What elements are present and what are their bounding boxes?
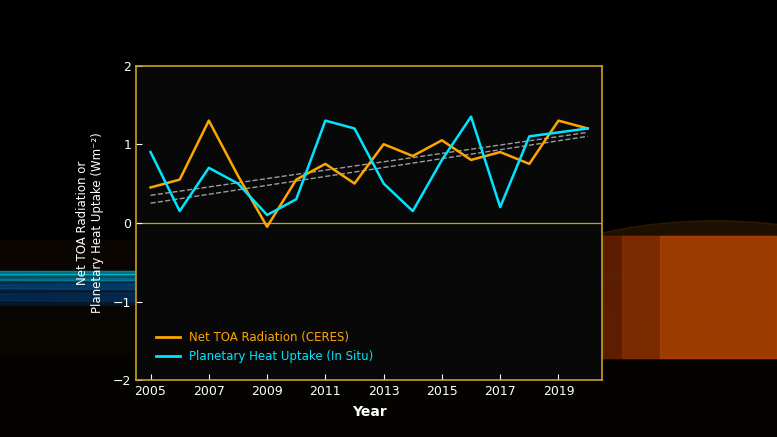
Bar — [660, 236, 777, 358]
Ellipse shape — [692, 330, 738, 352]
Y-axis label: Net TOA Radiation or
Planetary Heat Uptake (Wm⁻²): Net TOA Radiation or Planetary Heat Upta… — [76, 132, 104, 313]
Bar — [0, 240, 777, 437]
Ellipse shape — [631, 302, 777, 380]
Ellipse shape — [458, 221, 777, 437]
Ellipse shape — [0, 271, 660, 275]
X-axis label: Year: Year — [352, 405, 386, 419]
Bar — [583, 236, 777, 358]
Bar — [622, 236, 777, 358]
Bar — [544, 236, 777, 358]
Bar — [505, 236, 777, 358]
Ellipse shape — [528, 253, 777, 428]
Ellipse shape — [0, 279, 660, 290]
Ellipse shape — [0, 284, 660, 302]
Ellipse shape — [0, 274, 660, 281]
Bar — [0, 358, 777, 437]
Bar — [0, 0, 777, 240]
Legend: Net TOA Radiation (CERES), Planetary Heat Uptake (In Situ): Net TOA Radiation (CERES), Planetary Hea… — [152, 326, 378, 368]
Ellipse shape — [584, 280, 777, 402]
Ellipse shape — [0, 293, 660, 319]
Bar — [0, 306, 505, 437]
Ellipse shape — [668, 319, 761, 363]
